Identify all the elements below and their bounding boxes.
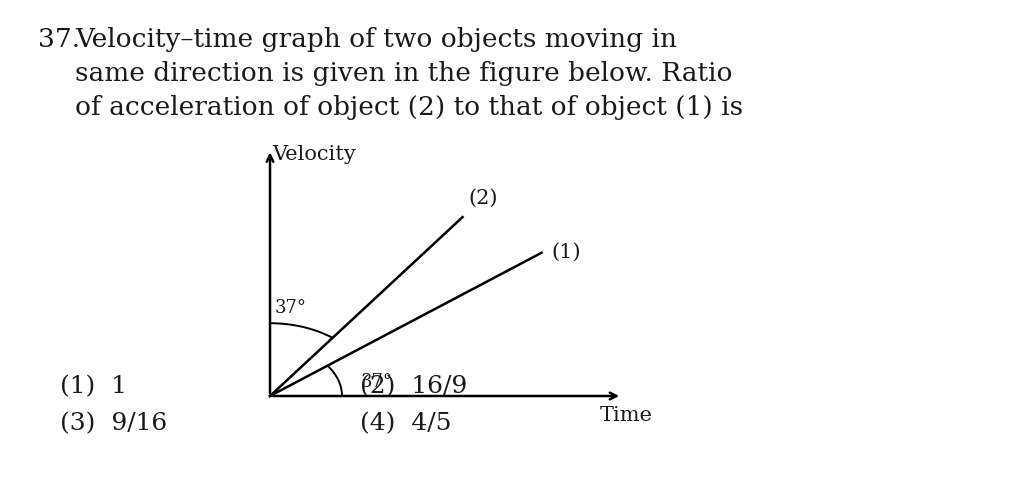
- Text: same direction is given in the figure below. Ratio: same direction is given in the figure be…: [75, 61, 732, 86]
- Text: 37°: 37°: [274, 299, 306, 317]
- Text: Velocity: Velocity: [272, 146, 356, 164]
- Text: 37.: 37.: [38, 27, 80, 52]
- Text: (1): (1): [552, 243, 582, 262]
- Text: Time: Time: [599, 406, 652, 425]
- Text: (4)  4/5: (4) 4/5: [360, 412, 452, 435]
- Text: (3)  9/16: (3) 9/16: [60, 412, 167, 435]
- Text: of acceleration of object (2) to that of object (1) is: of acceleration of object (2) to that of…: [75, 95, 743, 120]
- Text: (2): (2): [469, 188, 498, 207]
- Text: Velocity–time graph of two objects moving in: Velocity–time graph of two objects movin…: [75, 27, 677, 52]
- Text: (2)  16/9: (2) 16/9: [360, 376, 467, 399]
- Text: (1)  1: (1) 1: [60, 376, 127, 399]
- Text: 37°: 37°: [361, 373, 393, 391]
